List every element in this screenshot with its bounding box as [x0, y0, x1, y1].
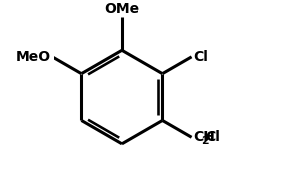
Text: Cl: Cl — [205, 130, 220, 144]
Text: MeO: MeO — [16, 50, 51, 64]
Text: Cl: Cl — [193, 50, 208, 64]
Text: 2: 2 — [201, 136, 209, 146]
Text: OMe: OMe — [104, 2, 139, 16]
Text: CH: CH — [193, 130, 215, 144]
